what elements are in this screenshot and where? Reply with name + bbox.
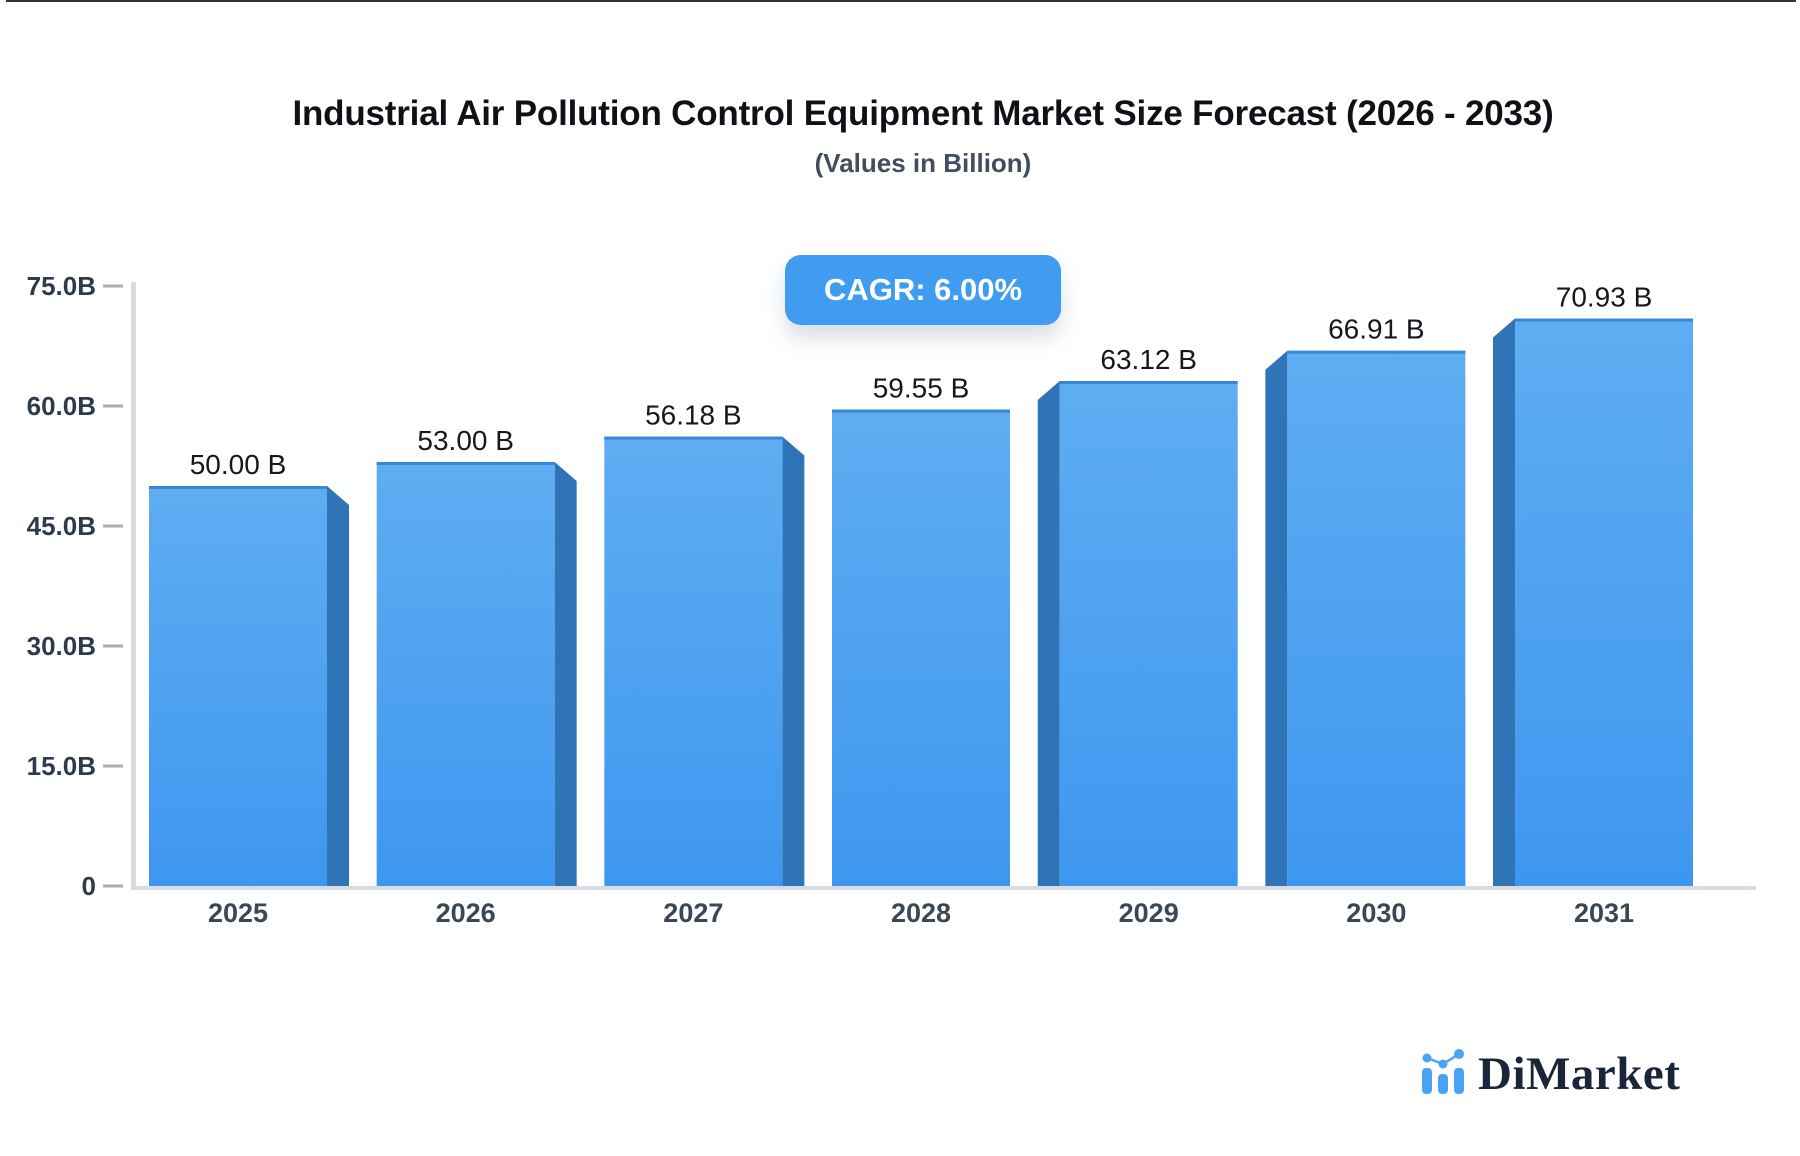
y-axis-line — [131, 282, 136, 890]
mini-bar-chart-icon-part — [1438, 1074, 1448, 1094]
bar-3d-side — [1493, 318, 1516, 886]
y-tick-mark — [103, 884, 123, 888]
y-tick-label: 75.0B — [27, 271, 96, 301]
x-tick-label: 2026 — [436, 898, 496, 928]
bar-top-edge — [1059, 381, 1238, 385]
y-tick-mark — [103, 284, 123, 288]
bar-top-edge — [149, 486, 327, 489]
bar-value-label: 53.00 B — [417, 425, 514, 456]
bar-3d-side — [554, 462, 577, 886]
x-tick-label: 2028 — [891, 898, 951, 928]
bar-3d-side — [327, 486, 349, 886]
dimarket-logo: DiMarket — [1420, 1044, 1680, 1098]
chart-subtitle: (Values in Billion) — [814, 148, 1032, 178]
bar — [832, 409, 1011, 886]
bar-top-edge — [1287, 350, 1466, 354]
x-tick-label: 2025 — [208, 898, 268, 928]
cagr-badge-label: CAGR: 6.00% — [823, 272, 1023, 307]
bar — [604, 436, 783, 886]
bar — [1287, 350, 1466, 887]
bar-3d-side — [782, 436, 805, 886]
x-axis-line — [131, 886, 1756, 890]
bar — [376, 462, 555, 886]
bar-3d-side — [1265, 350, 1288, 887]
y-tick-label: 15.0B — [27, 751, 96, 781]
y-tick-mark — [103, 524, 123, 528]
y-tick-label: 30.0B — [27, 631, 96, 661]
bar-value-label: 50.00 B — [190, 449, 287, 480]
y-tick-mark — [103, 644, 123, 648]
y-tick-mark — [103, 764, 123, 768]
bar — [1059, 381, 1238, 886]
top-border-line — [6, 0, 1796, 2]
bar-value-label: 66.91 B — [1328, 314, 1425, 345]
y-tick-mark — [103, 404, 123, 408]
mini-bar-chart-icon-part — [1454, 1049, 1464, 1059]
y-tick-label: 60.0B — [27, 391, 96, 421]
bar-value-label: 56.18 B — [645, 400, 742, 431]
bar-3d-side — [1037, 381, 1060, 886]
bar-top-edge — [832, 409, 1011, 413]
bar-top-edge — [1515, 318, 1694, 322]
bar-value-label: 59.55 B — [873, 373, 970, 404]
bar — [1515, 318, 1694, 886]
y-tick-label: 0 — [82, 871, 96, 901]
x-tick-label: 2031 — [1574, 898, 1634, 928]
mini-bar-chart-icon — [1422, 1049, 1464, 1094]
x-tick-label: 2029 — [1119, 898, 1179, 928]
mini-bar-chart-icon-part — [1454, 1068, 1464, 1094]
logo-text: DiMarket — [1478, 1048, 1681, 1100]
bar-top-edge — [604, 436, 783, 440]
y-tick-label: 45.0B — [27, 511, 96, 541]
bar — [149, 486, 327, 886]
mini-bar-chart-icon-part — [1438, 1059, 1448, 1069]
bar-value-label: 70.93 B — [1556, 282, 1653, 313]
x-tick-label: 2027 — [663, 898, 723, 928]
chart-title: Industrial Air Pollution Control Equipme… — [292, 94, 1554, 133]
mini-bar-chart-icon-part — [1422, 1053, 1432, 1063]
x-tick-label: 2030 — [1346, 898, 1406, 928]
bar-value-label: 63.12 B — [1100, 344, 1197, 375]
bar-top-edge — [376, 462, 555, 465]
mini-bar-chart-icon-part — [1422, 1068, 1432, 1094]
cagr-badge: CAGR: 6.00% — [785, 255, 1061, 325]
